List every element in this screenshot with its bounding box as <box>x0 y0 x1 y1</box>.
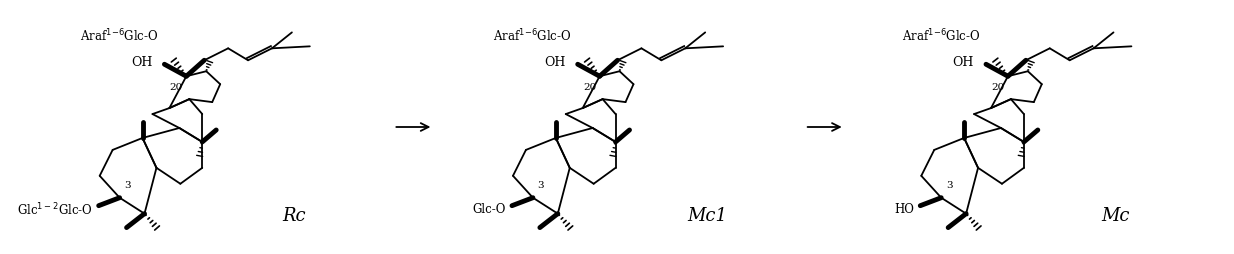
Text: OH: OH <box>131 56 152 69</box>
Text: Araf$^{1}$$^{-6}$Glc-O: Araf$^{1}$$^{-6}$Glc-O <box>80 28 158 45</box>
Text: OH: OH <box>544 56 565 69</box>
Text: Mc1: Mc1 <box>687 207 727 225</box>
Text: Araf$^{1}$$^{-6}$Glc-O: Araf$^{1}$$^{-6}$Glc-O <box>902 28 980 45</box>
Text: OH: OH <box>953 56 974 69</box>
Text: Glc$^{1-}$$^{2}$Glc-O: Glc$^{1-}$$^{2}$Glc-O <box>17 201 93 218</box>
Text: 3: 3 <box>946 181 953 190</box>
Text: 20: 20 <box>991 83 1004 92</box>
Text: Mc: Mc <box>1101 207 1130 225</box>
Text: 20: 20 <box>582 83 596 92</box>
Text: 3: 3 <box>538 181 544 190</box>
Text: 3: 3 <box>125 181 131 190</box>
Text: Glc-O: Glc-O <box>473 203 506 216</box>
Text: Rc: Rc <box>283 207 306 225</box>
Text: Araf$^{1}$$^{-6}$Glc-O: Araf$^{1}$$^{-6}$Glc-O <box>494 28 571 45</box>
Text: HO: HO <box>895 203 914 216</box>
Text: 20: 20 <box>170 83 183 92</box>
